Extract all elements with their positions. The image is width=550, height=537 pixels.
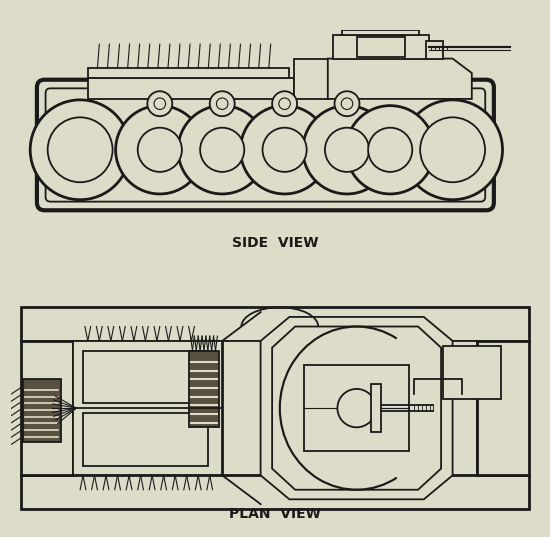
FancyBboxPatch shape <box>37 79 494 211</box>
Circle shape <box>272 91 297 116</box>
Circle shape <box>30 100 130 200</box>
Circle shape <box>337 389 376 427</box>
Polygon shape <box>328 59 472 99</box>
Bar <box>443 346 500 398</box>
Text: PLAN  VIEW: PLAN VIEW <box>229 507 321 521</box>
Polygon shape <box>88 68 289 78</box>
Circle shape <box>325 128 369 172</box>
Polygon shape <box>342 30 419 34</box>
Circle shape <box>210 91 235 116</box>
Circle shape <box>217 98 228 110</box>
Bar <box>73 341 477 475</box>
Polygon shape <box>356 37 405 57</box>
Circle shape <box>262 128 307 172</box>
Circle shape <box>116 106 204 194</box>
Bar <box>83 351 208 403</box>
Bar <box>83 413 208 466</box>
Bar <box>23 379 61 442</box>
Bar <box>477 341 530 475</box>
Bar <box>189 351 219 427</box>
Polygon shape <box>333 34 428 59</box>
Polygon shape <box>272 326 441 490</box>
Polygon shape <box>88 78 294 99</box>
Circle shape <box>138 128 182 172</box>
Circle shape <box>200 128 244 172</box>
Polygon shape <box>426 41 443 59</box>
Circle shape <box>346 106 434 194</box>
Circle shape <box>147 91 172 116</box>
Circle shape <box>178 106 266 194</box>
Bar <box>20 341 73 475</box>
Circle shape <box>341 98 353 110</box>
Bar <box>20 307 530 341</box>
Bar <box>20 475 530 509</box>
Circle shape <box>303 106 391 194</box>
Circle shape <box>420 118 485 182</box>
Bar <box>371 384 381 432</box>
Circle shape <box>154 98 166 110</box>
Circle shape <box>403 100 503 200</box>
Circle shape <box>368 128 412 172</box>
Circle shape <box>279 98 290 110</box>
FancyBboxPatch shape <box>46 89 485 201</box>
Circle shape <box>334 91 360 116</box>
Circle shape <box>48 118 113 182</box>
Circle shape <box>240 106 329 194</box>
Bar <box>304 365 409 451</box>
Text: SIDE  VIEW: SIDE VIEW <box>232 236 318 250</box>
Polygon shape <box>294 59 328 99</box>
Polygon shape <box>261 317 453 499</box>
